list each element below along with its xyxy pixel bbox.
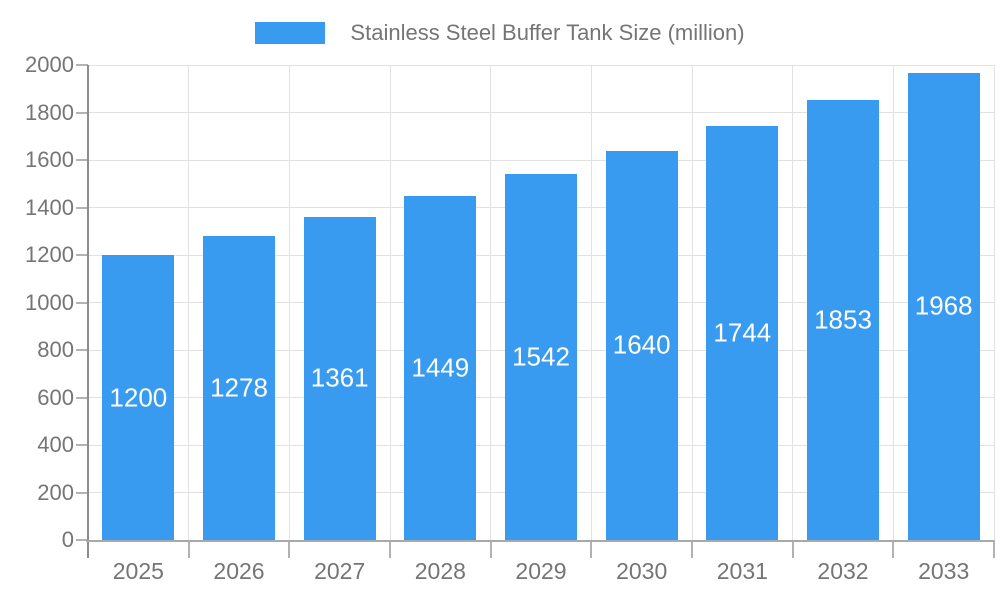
- gridline-vertical: [993, 65, 995, 540]
- gridline-vertical: [288, 65, 290, 540]
- gridline-vertical: [490, 65, 492, 540]
- x-axis-tick: [993, 540, 995, 558]
- x-axis-tick: [288, 540, 291, 558]
- bar-value-label: 1200: [109, 382, 168, 412]
- gridline-horizontal: [88, 112, 994, 113]
- bar-value-label: 1449: [411, 352, 470, 383]
- x-tick-label: 2025: [112, 558, 164, 584]
- gridline-horizontal: [88, 159, 994, 161]
- gridline-vertical: [590, 65, 592, 540]
- bar[interactable]: [102, 255, 175, 540]
- bar-value-label: 1361: [310, 362, 369, 393]
- y-axis-tick: [76, 444, 88, 446]
- y-axis-tick: [76, 111, 88, 114]
- x-tick-label: 2032: [817, 558, 869, 584]
- x-axis-tick: [791, 540, 794, 558]
- y-axis-tick: [76, 491, 88, 494]
- gridline-vertical: [792, 65, 794, 540]
- y-tick-label: 1600: [25, 147, 74, 172]
- y-axis-tick: [76, 349, 88, 351]
- y-axis-tick: [76, 64, 88, 66]
- x-axis-tick: [590, 540, 593, 558]
- x-tick-label: 2031: [716, 558, 768, 584]
- y-axis-tick: [76, 206, 88, 209]
- y-axis-tick: [76, 539, 88, 541]
- x-axis-tick: [187, 540, 190, 558]
- bar[interactable]: [303, 216, 376, 540]
- bar[interactable]: [605, 150, 678, 540]
- y-axis-tick: [76, 301, 88, 304]
- y-tick-label: 600: [37, 384, 74, 410]
- bar[interactable]: [505, 173, 577, 540]
- x-tick-label: 2027: [314, 558, 366, 584]
- bar[interactable]: [404, 195, 477, 540]
- bar[interactable]: [706, 125, 779, 540]
- legend-item[interactable]: Stainless Steel Buffer Tank Size (millio…: [0, 20, 1000, 46]
- legend-label: Stainless Steel Buffer Tank Size (millio…: [350, 20, 745, 45]
- y-tick-label: 1800: [25, 99, 74, 125]
- y-tick-label: 1400: [25, 194, 74, 220]
- x-tick-label: 2030: [616, 558, 668, 584]
- y-axis-line: [87, 65, 89, 540]
- x-axis-tick: [489, 540, 492, 558]
- y-tick-label: 200: [37, 479, 74, 505]
- gridline-vertical: [389, 65, 391, 540]
- bar-value-label: 1278: [210, 372, 268, 403]
- y-axis-tick: [76, 396, 88, 399]
- x-axis-tick: [389, 540, 391, 558]
- x-tick-label: 2029: [515, 558, 567, 584]
- bar[interactable]: [807, 99, 879, 540]
- x-axis-tick: [691, 540, 693, 558]
- x-axis-tick: [87, 540, 89, 558]
- x-tick-label: 2026: [213, 558, 265, 584]
- bar-value-label: 1968: [914, 290, 973, 321]
- x-tick-label: 2028: [414, 558, 466, 584]
- gridline-vertical: [691, 65, 693, 540]
- gridline-horizontal: [88, 64, 994, 66]
- bar-value-label: 1542: [512, 341, 570, 372]
- x-axis-tick: [892, 540, 895, 558]
- gridline-vertical: [892, 65, 894, 540]
- y-axis-tick: [76, 254, 88, 256]
- bar[interactable]: [203, 236, 275, 540]
- gridline-vertical: [188, 65, 190, 540]
- bar-value-label: 1853: [814, 304, 872, 335]
- y-tick-label: 0: [61, 527, 74, 552]
- y-tick-label: 800: [37, 337, 74, 362]
- y-tick-label: 1000: [25, 289, 74, 315]
- bar-value-label: 1744: [713, 317, 772, 348]
- x-axis-line: [86, 540, 994, 542]
- bar-value-label: 1640: [612, 329, 671, 360]
- x-tick-label: 2033: [918, 558, 970, 584]
- y-tick-label: 400: [37, 432, 74, 457]
- bar[interactable]: [907, 72, 980, 540]
- y-tick-label: 1200: [25, 242, 74, 267]
- y-tick-label: 2000: [25, 52, 74, 77]
- legend-swatch-icon: [255, 22, 326, 44]
- y-axis-tick: [76, 159, 88, 161]
